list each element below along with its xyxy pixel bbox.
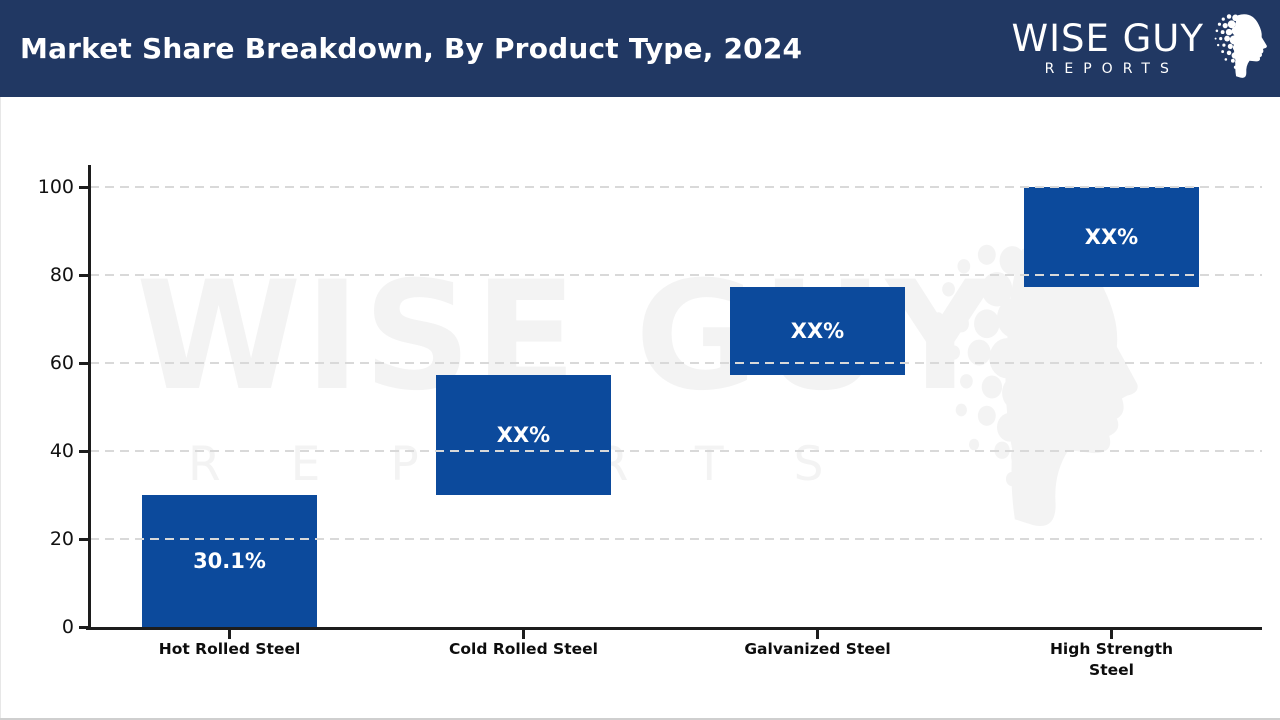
dotted-head-icon <box>1206 10 1270 88</box>
bar-value-label-3: XX% <box>1084 225 1139 250</box>
y-tick-40 <box>79 450 88 453</box>
wise-guy-logo: WISE GUY REPORTS <box>1012 10 1270 88</box>
x-category-label-0: Hot Rolled Steel <box>158 640 301 658</box>
y-tick-label-20: 20 <box>49 528 74 550</box>
x-tick-1 <box>522 630 525 639</box>
bar-value-label-0: 30.1% <box>193 548 266 573</box>
y-tick-label-40: 40 <box>49 440 74 462</box>
bar-2: XX% <box>730 287 905 376</box>
x-tick-3 <box>1110 630 1113 639</box>
logo-text: WISE GUY REPORTS <box>1012 20 1204 77</box>
x-tick-0 <box>228 630 231 639</box>
bar-value-label-1: XX% <box>496 422 551 447</box>
gridline-y-80 <box>90 274 1262 276</box>
y-tick-20 <box>79 538 88 541</box>
y-axis-spine <box>88 165 91 630</box>
y-tick-100 <box>79 186 88 189</box>
logo-sub-text: REPORTS <box>1044 61 1179 77</box>
bar-value-label-2: XX% <box>790 319 845 344</box>
y-tick-label-60: 60 <box>49 352 74 374</box>
watermark-dotted-head-icon <box>895 226 1150 575</box>
x-axis-spine <box>86 627 1262 630</box>
y-tick-label-0: 0 <box>61 616 74 638</box>
x-category-label-1: Cold Rolled Steel <box>449 640 598 658</box>
header-bar: Market Share Breakdown, By Product Type,… <box>0 0 1280 97</box>
x-category-label-2: Galvanized Steel <box>744 640 891 658</box>
page-left-border <box>0 97 1 720</box>
gridline-y-40 <box>90 450 1262 452</box>
bar-3: XX% <box>1024 187 1199 288</box>
y-tick-0 <box>79 626 88 629</box>
y-tick-label-80: 80 <box>49 264 74 286</box>
page-bottom-border <box>0 718 1280 720</box>
bar-0: 30.1% <box>142 494 317 627</box>
y-tick-label-100: 100 <box>37 176 74 198</box>
chart-title: Market Share Breakdown, By Product Type,… <box>20 32 803 65</box>
x-tick-2 <box>816 630 819 639</box>
y-tick-80 <box>79 274 88 277</box>
gridline-y-100 <box>90 186 1262 188</box>
y-tick-60 <box>79 362 88 365</box>
bar-1: XX% <box>436 375 611 495</box>
gridline-y-60 <box>90 362 1262 364</box>
x-category-label-3: High Strength Steel <box>1049 640 1174 679</box>
gridline-y-20 <box>90 538 1262 540</box>
logo-brand-text: WISE GUY <box>1011 17 1204 60</box>
